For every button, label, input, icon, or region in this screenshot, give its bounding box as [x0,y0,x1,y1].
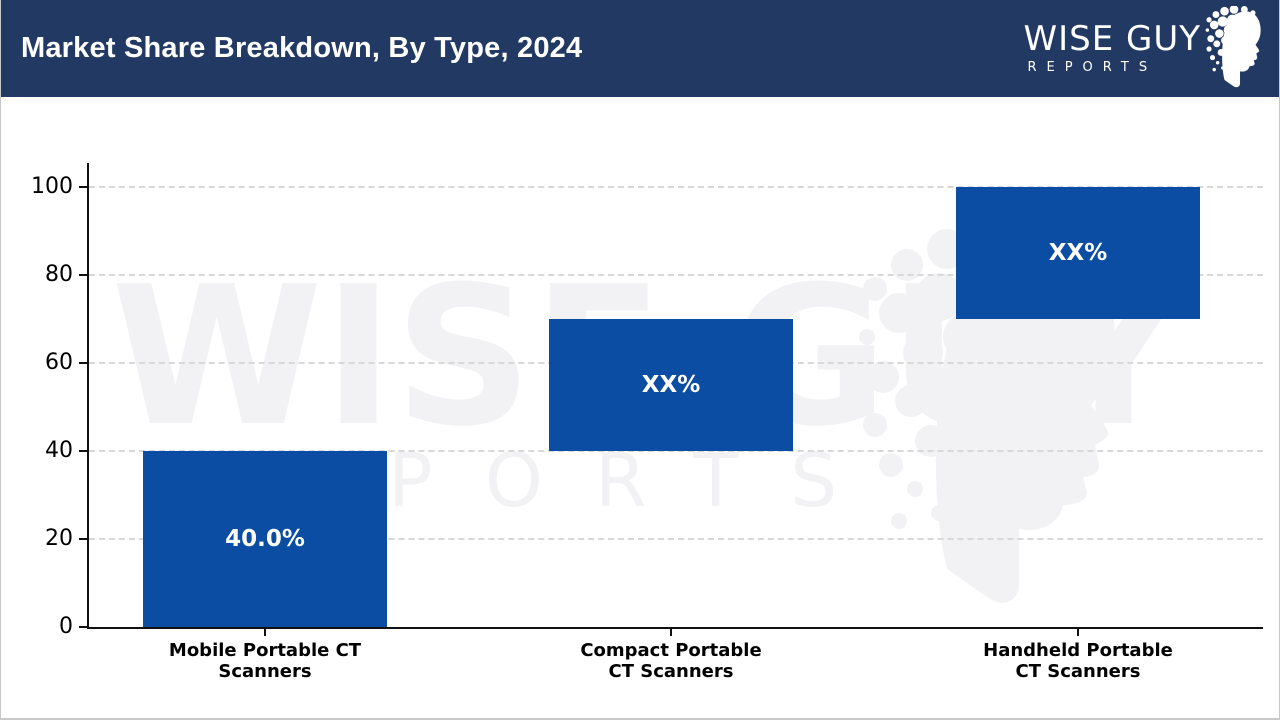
gridline-y-20 [89,538,1263,540]
bar-1: 40.0% [143,451,387,627]
brand-logo: WISE GUY REPORTS [1023,5,1265,92]
y-tick-mark-0 [79,626,89,628]
bar-2: XX% [549,319,793,451]
page-title: Market Share Breakdown, By Type, 2024 [21,32,583,64]
y-tick-label-100: 100 [31,174,73,199]
y-tick-label-60: 60 [45,350,73,375]
y-tick-mark-80 [79,274,89,276]
brand-subtitle: REPORTS [1027,60,1158,75]
x-tick-mark-2 [670,627,672,636]
brand-logo-text: WISE GUY REPORTS [1023,22,1201,75]
y-tick-label-80: 80 [45,262,73,287]
x-category-label-line: Compact Portable [580,640,762,661]
brand-head-dots-icon [1205,5,1261,87]
y-axis-line [87,163,89,629]
y-tick-mark-100 [79,186,89,188]
bar-3: XX% [956,187,1200,319]
gridline-y-80 [89,274,1263,276]
y-tick-label-0: 0 [59,614,73,639]
x-tick-mark-1 [264,627,266,636]
y-tick-label-20: 20 [45,526,73,551]
y-tick-mark-20 [79,538,89,540]
x-category-label-line: CT Scanners [608,661,734,682]
x-category-label-2: Compact Portable CT Scanners [511,640,831,682]
brand-name: WISE GUY [1023,19,1201,59]
x-category-label-line: Handheld Portable [983,640,1173,661]
x-category-label-1: Mobile Portable CT Scanners [105,640,425,682]
gridline-y-100 [89,186,1263,188]
x-axis-line [87,627,1263,629]
y-tick-mark-60 [79,362,89,364]
x-category-label-line: Mobile Portable CT [168,640,362,661]
bar-value-label-2: XX% [641,372,701,398]
y-tick-mark-40 [79,450,89,452]
x-category-label-line: Scanners [218,661,312,682]
x-tick-mark-3 [1077,627,1079,636]
bar-value-label-3: XX% [1048,240,1108,266]
x-category-label-3: Handheld Portable CT Scanners [918,640,1238,682]
header-bar: Market Share Breakdown, By Type, 2024 WI… [1,0,1279,97]
y-tick-label-40: 40 [45,438,73,463]
x-category-label-line: CT Scanners [1015,661,1141,682]
bar-value-label-1: 40.0% [225,526,305,552]
gridline-y-40 [89,450,1263,452]
